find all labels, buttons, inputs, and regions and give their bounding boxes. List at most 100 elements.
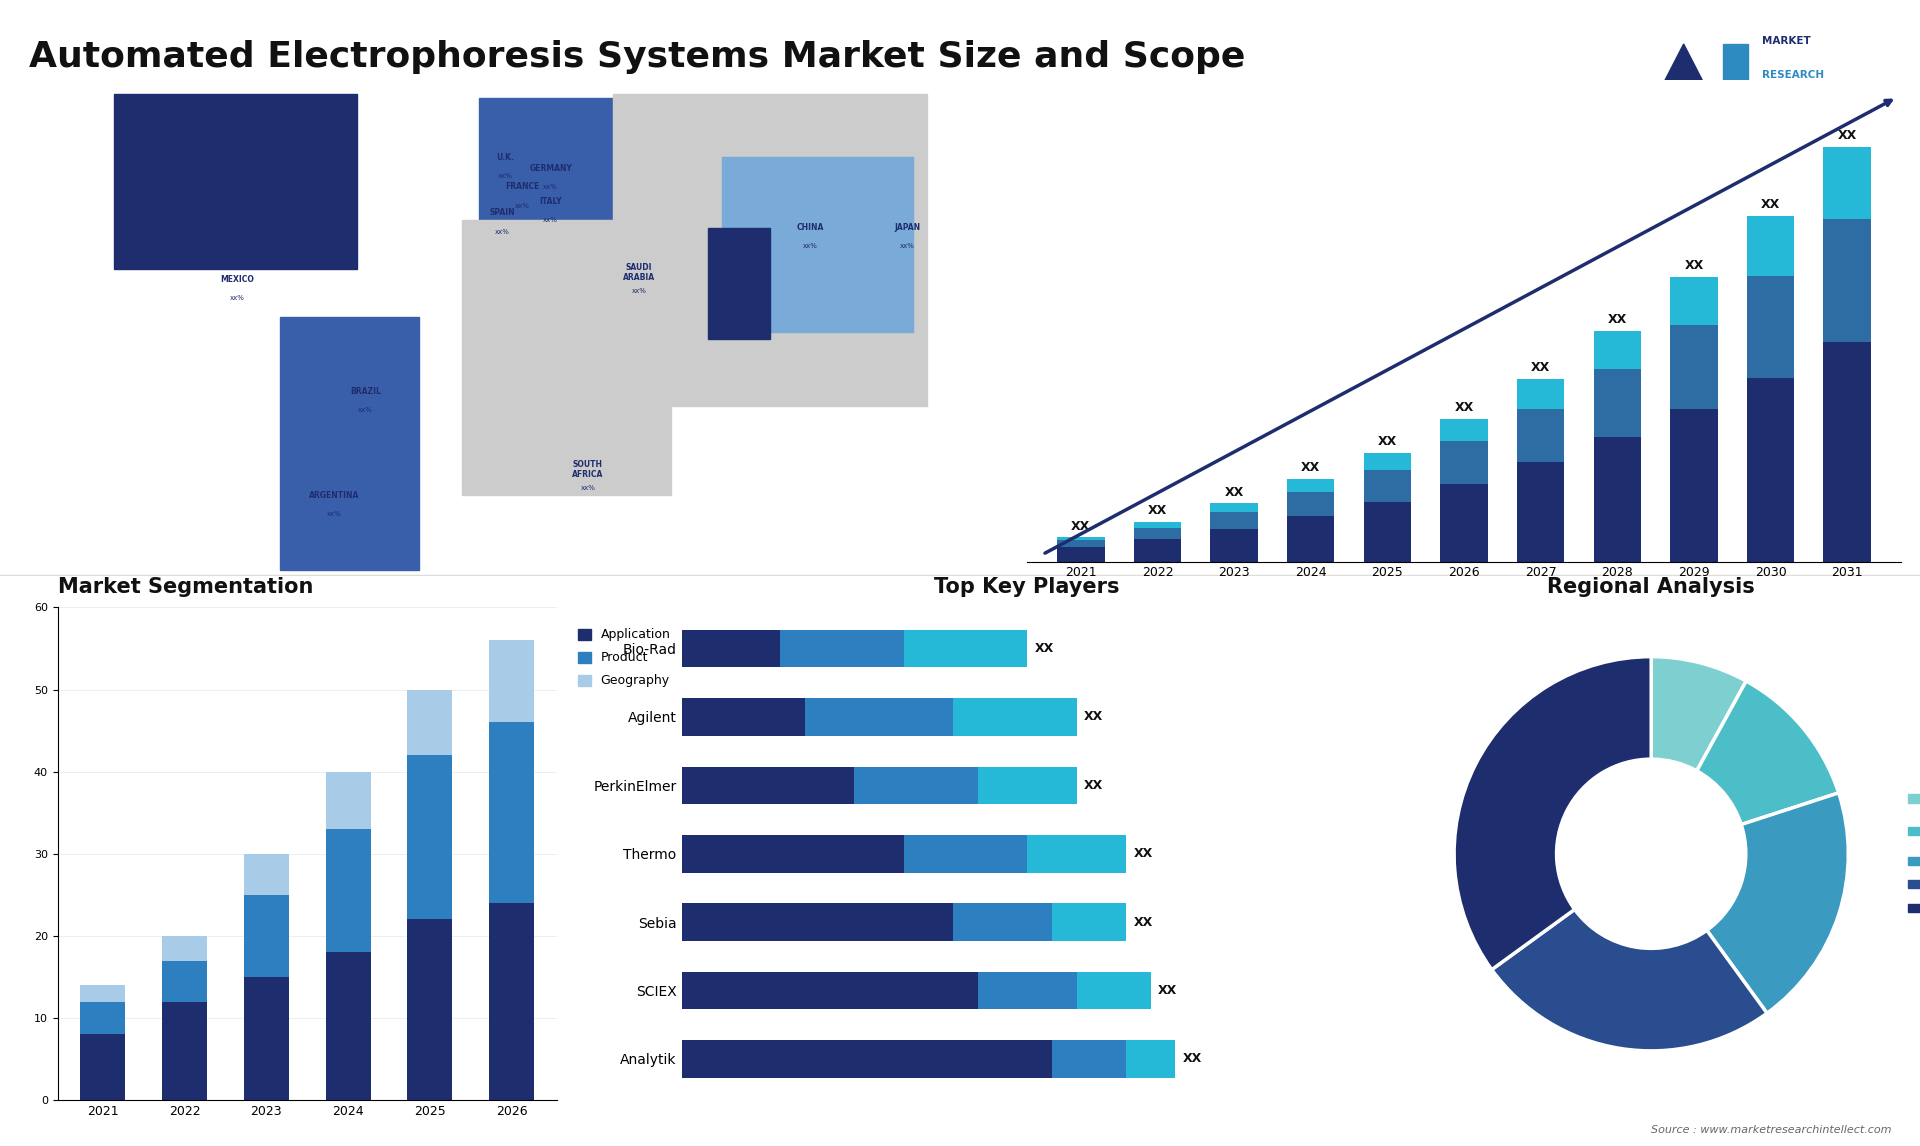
Bar <box>804 698 952 736</box>
Text: Market Segmentation: Market Segmentation <box>58 578 313 597</box>
Bar <box>161 1002 207 1100</box>
Bar <box>1133 527 1181 539</box>
Bar <box>1286 479 1334 492</box>
Text: XX: XX <box>1837 128 1857 142</box>
Text: xx%: xx% <box>357 407 372 413</box>
Bar <box>682 767 854 804</box>
Title: Top Key Players: Top Key Players <box>935 578 1119 597</box>
Bar <box>1077 972 1150 1010</box>
Text: xx%: xx% <box>900 243 914 250</box>
Bar <box>1594 369 1642 437</box>
Polygon shape <box>722 157 914 332</box>
Bar <box>904 630 1027 667</box>
Bar <box>244 854 288 895</box>
Text: XX: XX <box>1085 711 1104 723</box>
Text: xx%: xx% <box>803 243 818 250</box>
Text: ARGENTINA: ARGENTINA <box>309 490 359 500</box>
Bar <box>1052 903 1125 941</box>
Text: xx%: xx% <box>580 485 595 490</box>
Polygon shape <box>1655 89 1711 147</box>
Bar <box>1747 275 1795 377</box>
Bar <box>682 1041 1052 1077</box>
Bar <box>1363 470 1411 502</box>
Polygon shape <box>113 94 357 268</box>
Text: XX: XX <box>1183 1052 1202 1066</box>
Bar <box>1594 437 1642 562</box>
Text: CHINA: CHINA <box>797 223 824 233</box>
Bar <box>682 972 977 1010</box>
Text: xx%: xx% <box>495 228 509 235</box>
Text: XX: XX <box>1148 504 1167 517</box>
Bar <box>1210 529 1258 562</box>
Bar <box>682 698 804 736</box>
Bar <box>1027 835 1125 872</box>
Legend: Application, Product, Geography: Application, Product, Geography <box>572 623 676 692</box>
Text: xx%: xx% <box>228 296 244 301</box>
Bar <box>81 1035 125 1100</box>
Bar <box>1517 409 1565 463</box>
Text: XX: XX <box>1530 361 1549 374</box>
Text: MEXICO: MEXICO <box>221 275 253 284</box>
Text: U.K.: U.K. <box>495 152 515 162</box>
Bar <box>1824 147 1870 219</box>
Text: xx%: xx% <box>543 185 559 190</box>
Text: INTELLECT: INTELLECT <box>1763 104 1824 115</box>
Text: XX: XX <box>1607 313 1626 325</box>
Text: XX: XX <box>1133 916 1152 928</box>
Bar <box>1594 331 1642 369</box>
Text: xx%: xx% <box>227 225 242 230</box>
Bar <box>952 903 1052 941</box>
Bar <box>1363 502 1411 562</box>
Bar <box>1052 1041 1125 1077</box>
Text: xx%: xx% <box>497 173 513 179</box>
Text: BRAZIL: BRAZIL <box>349 387 380 395</box>
Bar <box>1125 1041 1175 1077</box>
Text: xx%: xx% <box>732 296 747 301</box>
Text: xx%: xx% <box>632 288 647 295</box>
Bar <box>1058 548 1104 562</box>
Text: RESEARCH: RESEARCH <box>1763 70 1824 80</box>
Text: SPAIN: SPAIN <box>490 209 515 218</box>
Bar <box>1286 516 1334 562</box>
Text: XX: XX <box>1379 434 1398 448</box>
Bar <box>1670 277 1718 325</box>
Text: GERMANY: GERMANY <box>530 164 572 173</box>
Bar <box>1210 503 1258 512</box>
Bar <box>977 767 1077 804</box>
Text: MARKET: MARKET <box>1763 37 1811 46</box>
Bar <box>1747 377 1795 562</box>
Bar <box>326 830 371 952</box>
Text: U.S.: U.S. <box>225 205 242 214</box>
Bar <box>1824 343 1870 562</box>
Text: Source : www.marketresearchintellect.com: Source : www.marketresearchintellect.com <box>1651 1124 1891 1135</box>
Wedge shape <box>1453 657 1651 970</box>
Text: Automated Electrophoresis Systems Market Size and Scope: Automated Electrophoresis Systems Market… <box>29 40 1246 74</box>
Bar <box>1517 379 1565 409</box>
Bar <box>1286 492 1334 516</box>
Bar <box>1133 539 1181 562</box>
Polygon shape <box>463 220 670 495</box>
Bar <box>407 755 453 919</box>
Polygon shape <box>480 97 641 235</box>
Text: XX: XX <box>1761 198 1780 211</box>
Bar <box>81 1002 125 1035</box>
Bar <box>682 835 904 872</box>
Text: XX: XX <box>1158 984 1177 997</box>
Bar <box>1210 512 1258 529</box>
Bar <box>1363 453 1411 470</box>
Title: Regional Analysis: Regional Analysis <box>1548 578 1755 597</box>
Text: INDIA: INDIA <box>728 275 751 284</box>
Text: XX: XX <box>1684 259 1703 272</box>
Bar <box>1517 463 1565 562</box>
Bar <box>326 952 371 1100</box>
Polygon shape <box>280 317 419 570</box>
Bar <box>490 722 534 903</box>
Text: XX: XX <box>1133 847 1152 861</box>
Text: xx%: xx% <box>515 203 530 209</box>
Wedge shape <box>1707 793 1849 1013</box>
Wedge shape <box>1492 910 1766 1051</box>
Text: XX: XX <box>1302 462 1321 474</box>
Text: XX: XX <box>1453 401 1475 414</box>
Wedge shape <box>1651 657 1745 771</box>
Bar <box>854 767 977 804</box>
